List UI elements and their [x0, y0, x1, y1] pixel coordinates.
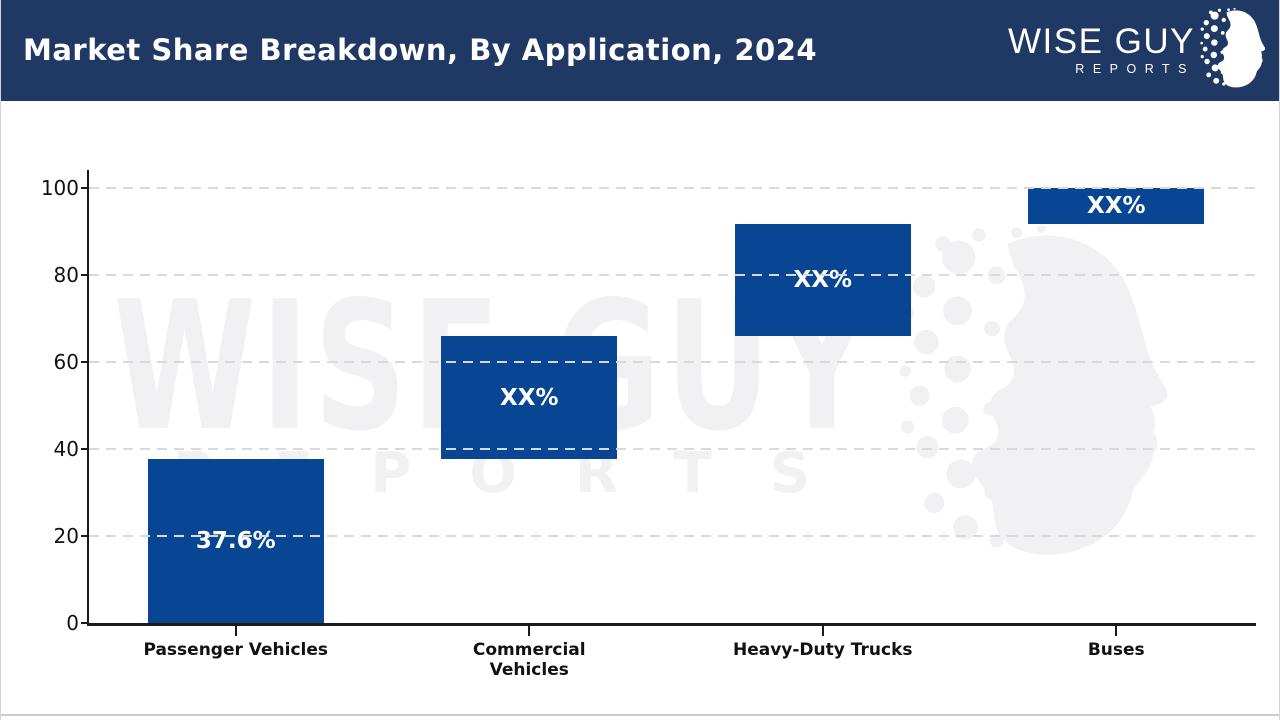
bar-3: XX% [734, 224, 911, 336]
y-tick-0 [81, 622, 88, 624]
gridline-60 [89, 361, 1256, 363]
x-category-label-4: Buses [1087, 640, 1145, 660]
bar-value-label-2: XX% [499, 384, 559, 411]
x-tick-3 [821, 626, 824, 636]
bar-4: XX% [1028, 188, 1205, 225]
y-tick-80 [81, 274, 88, 276]
y-tick-label-20: 20 [53, 524, 79, 548]
y-tick-label-80: 80 [53, 263, 79, 287]
x-category-label-2: Commercial Vehicles [472, 640, 586, 680]
x-tick-4 [1115, 626, 1118, 636]
gridline-20 [89, 535, 1256, 537]
y-tick-label-40: 40 [53, 437, 79, 461]
gridline-100 [89, 187, 1256, 189]
y-axis-line [87, 170, 89, 625]
page-title: Market Share Breakdown, By Application, … [23, 33, 818, 67]
y-tick-100 [81, 187, 88, 189]
logo-wordmark: WISE GUY [1007, 22, 1195, 61]
x-category-label-3: Heavy-Duty Trucks [732, 640, 913, 660]
y-tick-label-100: 100 [40, 176, 79, 200]
x-axis-line [87, 623, 1256, 626]
x-tick-2 [528, 626, 531, 636]
y-tick-label-0: 0 [66, 611, 79, 635]
bar-value-label-1: 37.6% [195, 528, 276, 555]
y-tick-40 [81, 448, 88, 450]
wiseguy-face-icon [1200, 8, 1265, 88]
header-bar: Market Share Breakdown, By Application, … [1, 0, 1279, 101]
watermark-face-icon [899, 226, 1168, 555]
gridline-80 [89, 274, 1256, 276]
logo-subtitle: REPORTS [1075, 62, 1195, 76]
bar-1: 37.6% [147, 459, 324, 623]
bar-2: XX% [441, 335, 618, 460]
y-tick-20 [81, 535, 88, 537]
gridline-40 [89, 448, 1256, 450]
y-tick-label-60: 60 [53, 350, 79, 374]
y-tick-60 [81, 361, 88, 363]
bottom-border [1, 714, 1279, 716]
bar-value-label-3: XX% [793, 266, 852, 293]
bar-value-label-4: XX% [1086, 193, 1146, 220]
x-category-label-1: Passenger Vehicles [143, 640, 329, 660]
x-tick-1 [234, 626, 237, 636]
wiseguy-logo: WISE GUY REPORTS [1008, 0, 1271, 101]
